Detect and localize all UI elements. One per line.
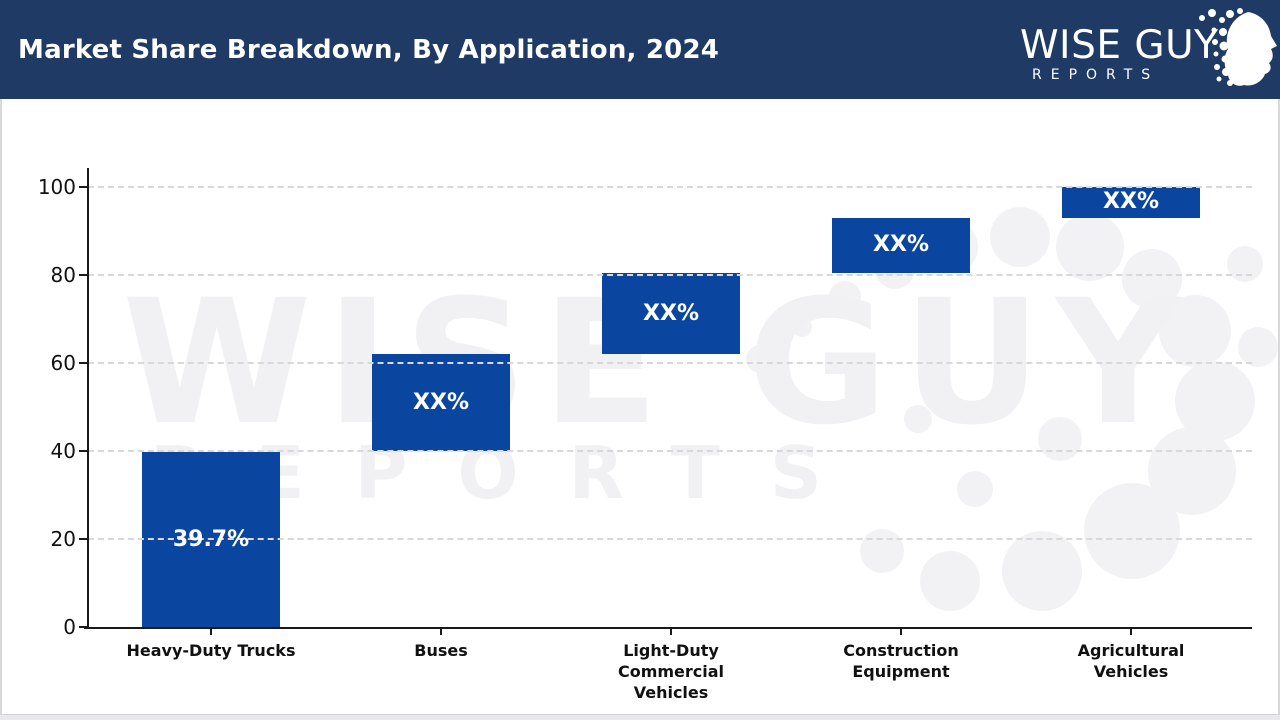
gridline	[88, 450, 1252, 452]
y-tick-label: 60	[50, 351, 76, 375]
bar-value-label: XX%	[643, 300, 699, 326]
y-tick-label: 80	[50, 263, 76, 287]
bar-value-label: XX%	[1103, 189, 1159, 215]
x-tick-mark	[1130, 627, 1132, 635]
bar-segment	[1062, 187, 1200, 218]
category-label: Heavy-Duty Trucks	[126, 641, 296, 660]
y-tick-mark	[79, 274, 87, 276]
wise-guy-reports-logo: WISE GUY REPORTS	[1020, 8, 1277, 86]
y-tick-mark	[79, 450, 87, 452]
bar-value-label: XX%	[413, 389, 469, 415]
gridline	[88, 186, 1252, 188]
logo-subtext: REPORTS	[1032, 67, 1159, 83]
y-axis	[87, 168, 89, 629]
y-tick-mark	[79, 186, 87, 188]
y-tick-label: 20	[50, 527, 76, 551]
x-tick-mark	[670, 627, 672, 635]
x-axis	[84, 627, 1252, 629]
bar-segment	[372, 354, 510, 451]
x-tick-mark	[440, 627, 442, 635]
category-label: Buses	[414, 641, 468, 660]
logo-y-dots	[1199, 9, 1216, 21]
logo-wordmark: WISE GUY	[1020, 23, 1218, 68]
gridline	[88, 538, 1252, 540]
gridline	[88, 362, 1252, 364]
x-tick-mark	[900, 627, 902, 635]
category-label: Light-Duty Commercial Vehicles	[617, 641, 725, 702]
plot-region: 39.7% XX% XX% XX% XX% 0 20 40 60 80 100 Heavy-Duty …	[0, 99, 1280, 715]
y-tick-mark	[79, 626, 87, 628]
x-tick-mark	[210, 627, 212, 635]
logo-face-profile-icon	[1224, 12, 1277, 86]
left-border	[0, 99, 2, 715]
chart-canvas: WISE GUY REPORTS 39.7% XX% XX% XX% XX% 0 20 40 6…	[0, 99, 1280, 715]
category-label: Agricultural Vehicles	[1077, 641, 1185, 681]
y-tick-label: 40	[50, 439, 76, 463]
bottom-strip	[0, 714, 1280, 720]
chart-title: Market Share Breakdown, By Application, …	[18, 34, 720, 65]
y-tick-mark	[79, 538, 87, 540]
y-tick-label: 100	[37, 175, 76, 199]
gridline	[88, 274, 1252, 276]
category-label: Construction Equipment	[843, 641, 959, 681]
y-tick-mark	[79, 362, 87, 364]
header-band: Market Share Breakdown, By Application, …	[0, 0, 1280, 99]
bar-value-label: XX%	[873, 232, 929, 258]
bar-value-label: 39.7%	[172, 526, 250, 552]
bar-segment	[832, 217, 970, 273]
bar-segment	[602, 272, 740, 355]
right-border	[1278, 99, 1280, 715]
y-tick-label: 0	[63, 615, 76, 639]
